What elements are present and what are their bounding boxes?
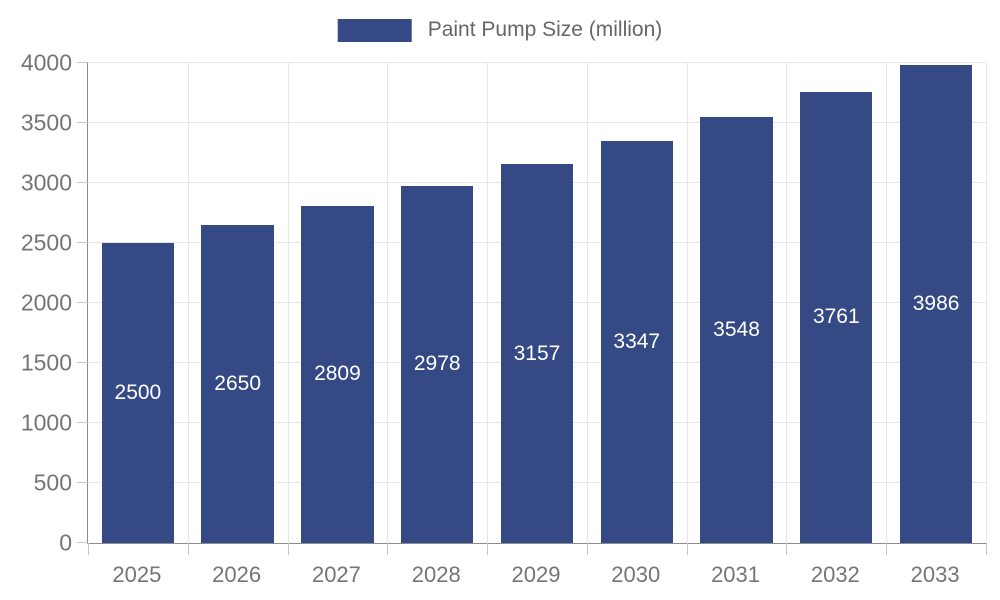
x-tick-label-2032: 2032 [810, 562, 860, 587]
legend[interactable]: Paint Pump Size (million) [337, 18, 663, 42]
gridline-x-4 [487, 63, 489, 543]
bar-value-label-2030: 3347 [613, 330, 661, 354]
x-tick-5 [586, 543, 588, 555]
x-tick-label-2030: 2030 [611, 562, 661, 587]
y-tick-1500 [77, 362, 88, 363]
legend-swatch [337, 18, 412, 42]
bar-value-label-2029: 3157 [513, 341, 561, 365]
x-tick-7 [786, 543, 788, 555]
y-tick-2500 [77, 242, 88, 243]
x-tick-label-2029: 2029 [511, 562, 561, 587]
gridline-x-7 [786, 63, 788, 543]
y-tick-label-500: 500 [33, 469, 72, 496]
y-tick-0 [77, 542, 88, 543]
bar-value-label-2025: 2500 [114, 381, 162, 404]
x-tick-9 [986, 543, 987, 555]
x-tick-8 [886, 543, 888, 555]
bar-2031[interactable]: 3548 [700, 117, 773, 543]
gridline-x-3 [387, 63, 389, 543]
y-tick-label-1500: 1500 [20, 349, 72, 376]
y-tick-500 [77, 482, 88, 483]
x-tick-6 [686, 543, 688, 555]
legend-label: Paint Pump Size (million) [427, 18, 663, 41]
y-tick-label-2000: 2000 [20, 289, 72, 316]
bar-value-label-2027: 2809 [314, 362, 361, 386]
bar-2033[interactable]: 3986 [899, 64, 973, 543]
bar-value-label-2028: 2978 [413, 352, 461, 376]
gridline-x-8 [886, 63, 888, 543]
bar-2029[interactable]: 3157 [500, 164, 574, 543]
gridline-x-1 [187, 63, 189, 543]
x-tick-label-2028: 2028 [411, 562, 461, 587]
x-tick-label-2031: 2031 [711, 562, 761, 587]
bar-2026[interactable]: 2650 [201, 225, 274, 543]
bar-2028[interactable]: 2978 [401, 185, 474, 543]
x-axis-labels: 2025 2026 2027 2028 2029 2030 2031 2032 2033 [87, 558, 985, 592]
bar-value-label-2026: 2650 [214, 372, 261, 395]
x-tick-2 [287, 543, 289, 555]
y-tick-2000 [77, 302, 88, 303]
y-tick-label-3000: 3000 [20, 169, 72, 196]
y-tick-label-0: 0 [59, 529, 72, 556]
bar-value-label-2032: 3761 [812, 305, 860, 329]
gridline-x-9 [986, 63, 987, 543]
bar-2027[interactable]: 2809 [301, 205, 374, 543]
y-tick-label-1000: 1000 [20, 409, 72, 436]
y-tick-label-2500: 2500 [20, 229, 72, 256]
bar-2032[interactable]: 3761 [800, 91, 873, 543]
y-tick-1000 [77, 422, 88, 423]
bar-value-label-2031: 3548 [713, 318, 760, 342]
x-tick-label-2033: 2033 [910, 562, 960, 587]
y-tick-3500 [77, 122, 88, 123]
bar-2025[interactable]: 2500 [101, 243, 175, 543]
x-tick-0 [88, 543, 89, 555]
y-axis-labels: 0 500 1000 1500 2000 2500 3000 3500 4000 [0, 51, 72, 554]
x-tick-1 [187, 543, 189, 555]
gridline-x-6 [686, 63, 688, 543]
y-tick-label-4000: 4000 [20, 49, 72, 76]
y-tick-label-3500: 3500 [20, 109, 72, 136]
y-tick-4000 [77, 62, 88, 63]
gridline-y-3500 [88, 122, 986, 123]
gridline-x-2 [287, 63, 289, 543]
x-tick-label-2025: 2025 [112, 562, 162, 587]
plot-area: 2500 2650 2809 2978 3157 3347 3548 3761 3986 [77, 62, 987, 555]
bar-2030[interactable]: 3347 [600, 141, 673, 543]
x-tick-label-2027: 2027 [311, 562, 361, 587]
x-tick-3 [387, 543, 389, 555]
y-tick-3000 [77, 182, 88, 183]
gridline-y-4000 [88, 62, 986, 63]
x-tick-4 [487, 543, 489, 555]
x-tick-label-2026: 2026 [212, 562, 262, 587]
gridline-x-5 [586, 63, 588, 543]
bar-value-label-2033: 3986 [912, 291, 960, 315]
